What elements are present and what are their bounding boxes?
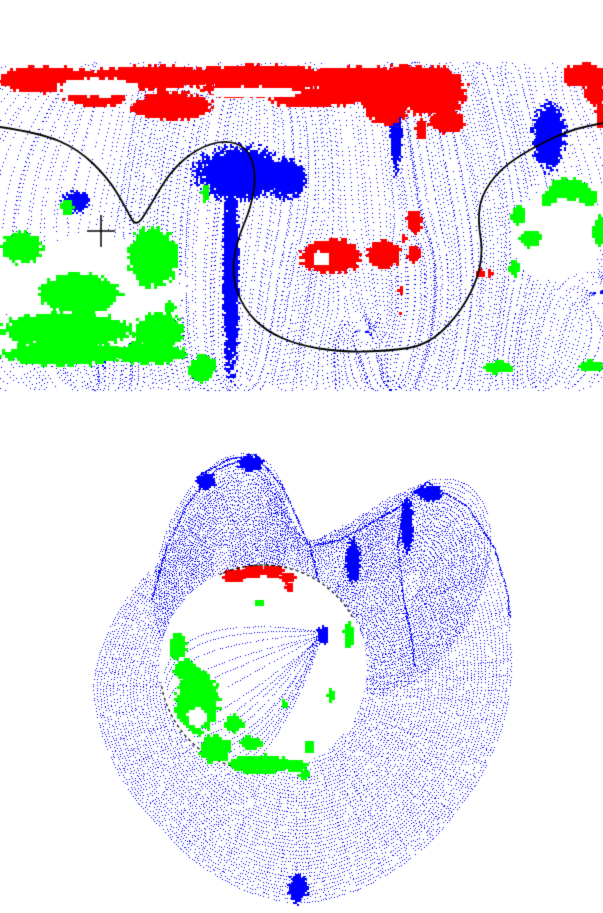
magnetic-field-visualization-canvas — [0, 0, 603, 913]
field-line-figure — [0, 0, 603, 913]
